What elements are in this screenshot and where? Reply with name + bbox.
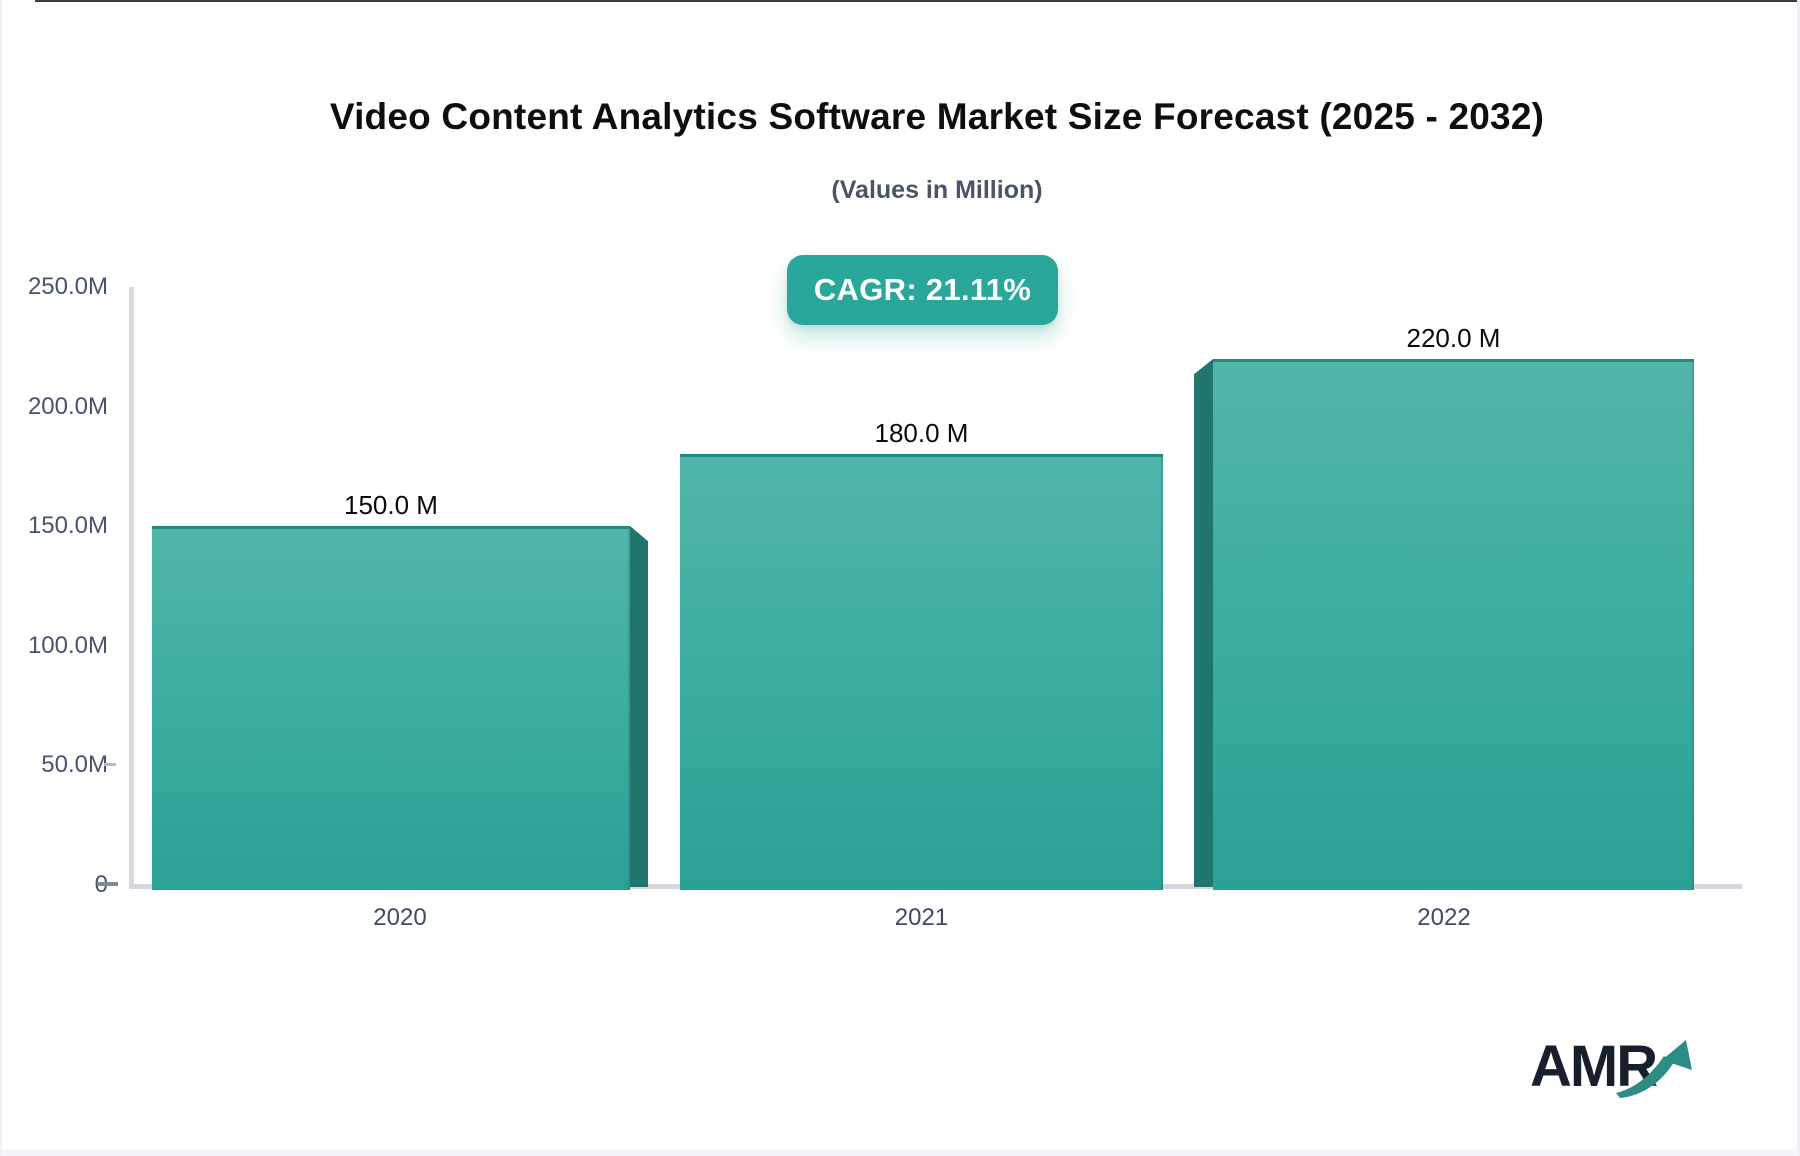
bar-2021 bbox=[680, 454, 1163, 890]
arrow-head-icon bbox=[1662, 1040, 1692, 1070]
amr-logo-graphic: AMR bbox=[1530, 1034, 1692, 1099]
cagr-badge-label: CAGR: 21.11% bbox=[813, 272, 1032, 307]
bar-value-label-2020: 150.0 M bbox=[344, 490, 438, 520]
chart-subtitle: (Values in Million) bbox=[831, 176, 1043, 204]
y-axis-tick-mark bbox=[98, 882, 118, 886]
y-axis-tick-label: 100.0M bbox=[27, 632, 108, 659]
amr-logo: AMR bbox=[1524, 1026, 1714, 1110]
arrow-swoosh bbox=[1616, 1056, 1674, 1098]
y-axis-tick-label: 200.0M bbox=[27, 393, 108, 420]
chart-title: Video Content Analytics Software Market … bbox=[329, 96, 1545, 137]
right-edge-line bbox=[1797, 0, 1800, 1156]
x-axis-category-label: 2022 bbox=[1417, 904, 1471, 931]
y-axis-tick-label: 50.0M bbox=[41, 751, 108, 778]
x-axis-category-label: 2021 bbox=[894, 904, 949, 931]
bar-2020 bbox=[152, 526, 630, 890]
y-axis-tick-label: 250.0M bbox=[27, 273, 108, 300]
y-axis-tick-mark bbox=[104, 763, 116, 766]
bar-2022-side-face bbox=[1194, 359, 1213, 887]
bar-value-label-2022: 220.0 M bbox=[1406, 323, 1501, 353]
y-axis-tick-label: 0 bbox=[0, 871, 108, 899]
top-edge-line bbox=[35, 0, 1800, 2]
y-axis-tick-label: 150.0M bbox=[27, 512, 108, 539]
y-axis-line bbox=[129, 287, 134, 889]
bar-2020-side-face bbox=[630, 526, 648, 887]
bottom-edge-strip bbox=[0, 1149, 1800, 1156]
bar-2022 bbox=[1213, 359, 1694, 890]
x-axis-category-label: 2020 bbox=[373, 904, 427, 931]
left-edge-line bbox=[0, 0, 2, 1156]
cagr-badge: CAGR: 21.11% bbox=[787, 255, 1058, 325]
bar-value-label-2021: 180.0 M bbox=[874, 418, 969, 448]
